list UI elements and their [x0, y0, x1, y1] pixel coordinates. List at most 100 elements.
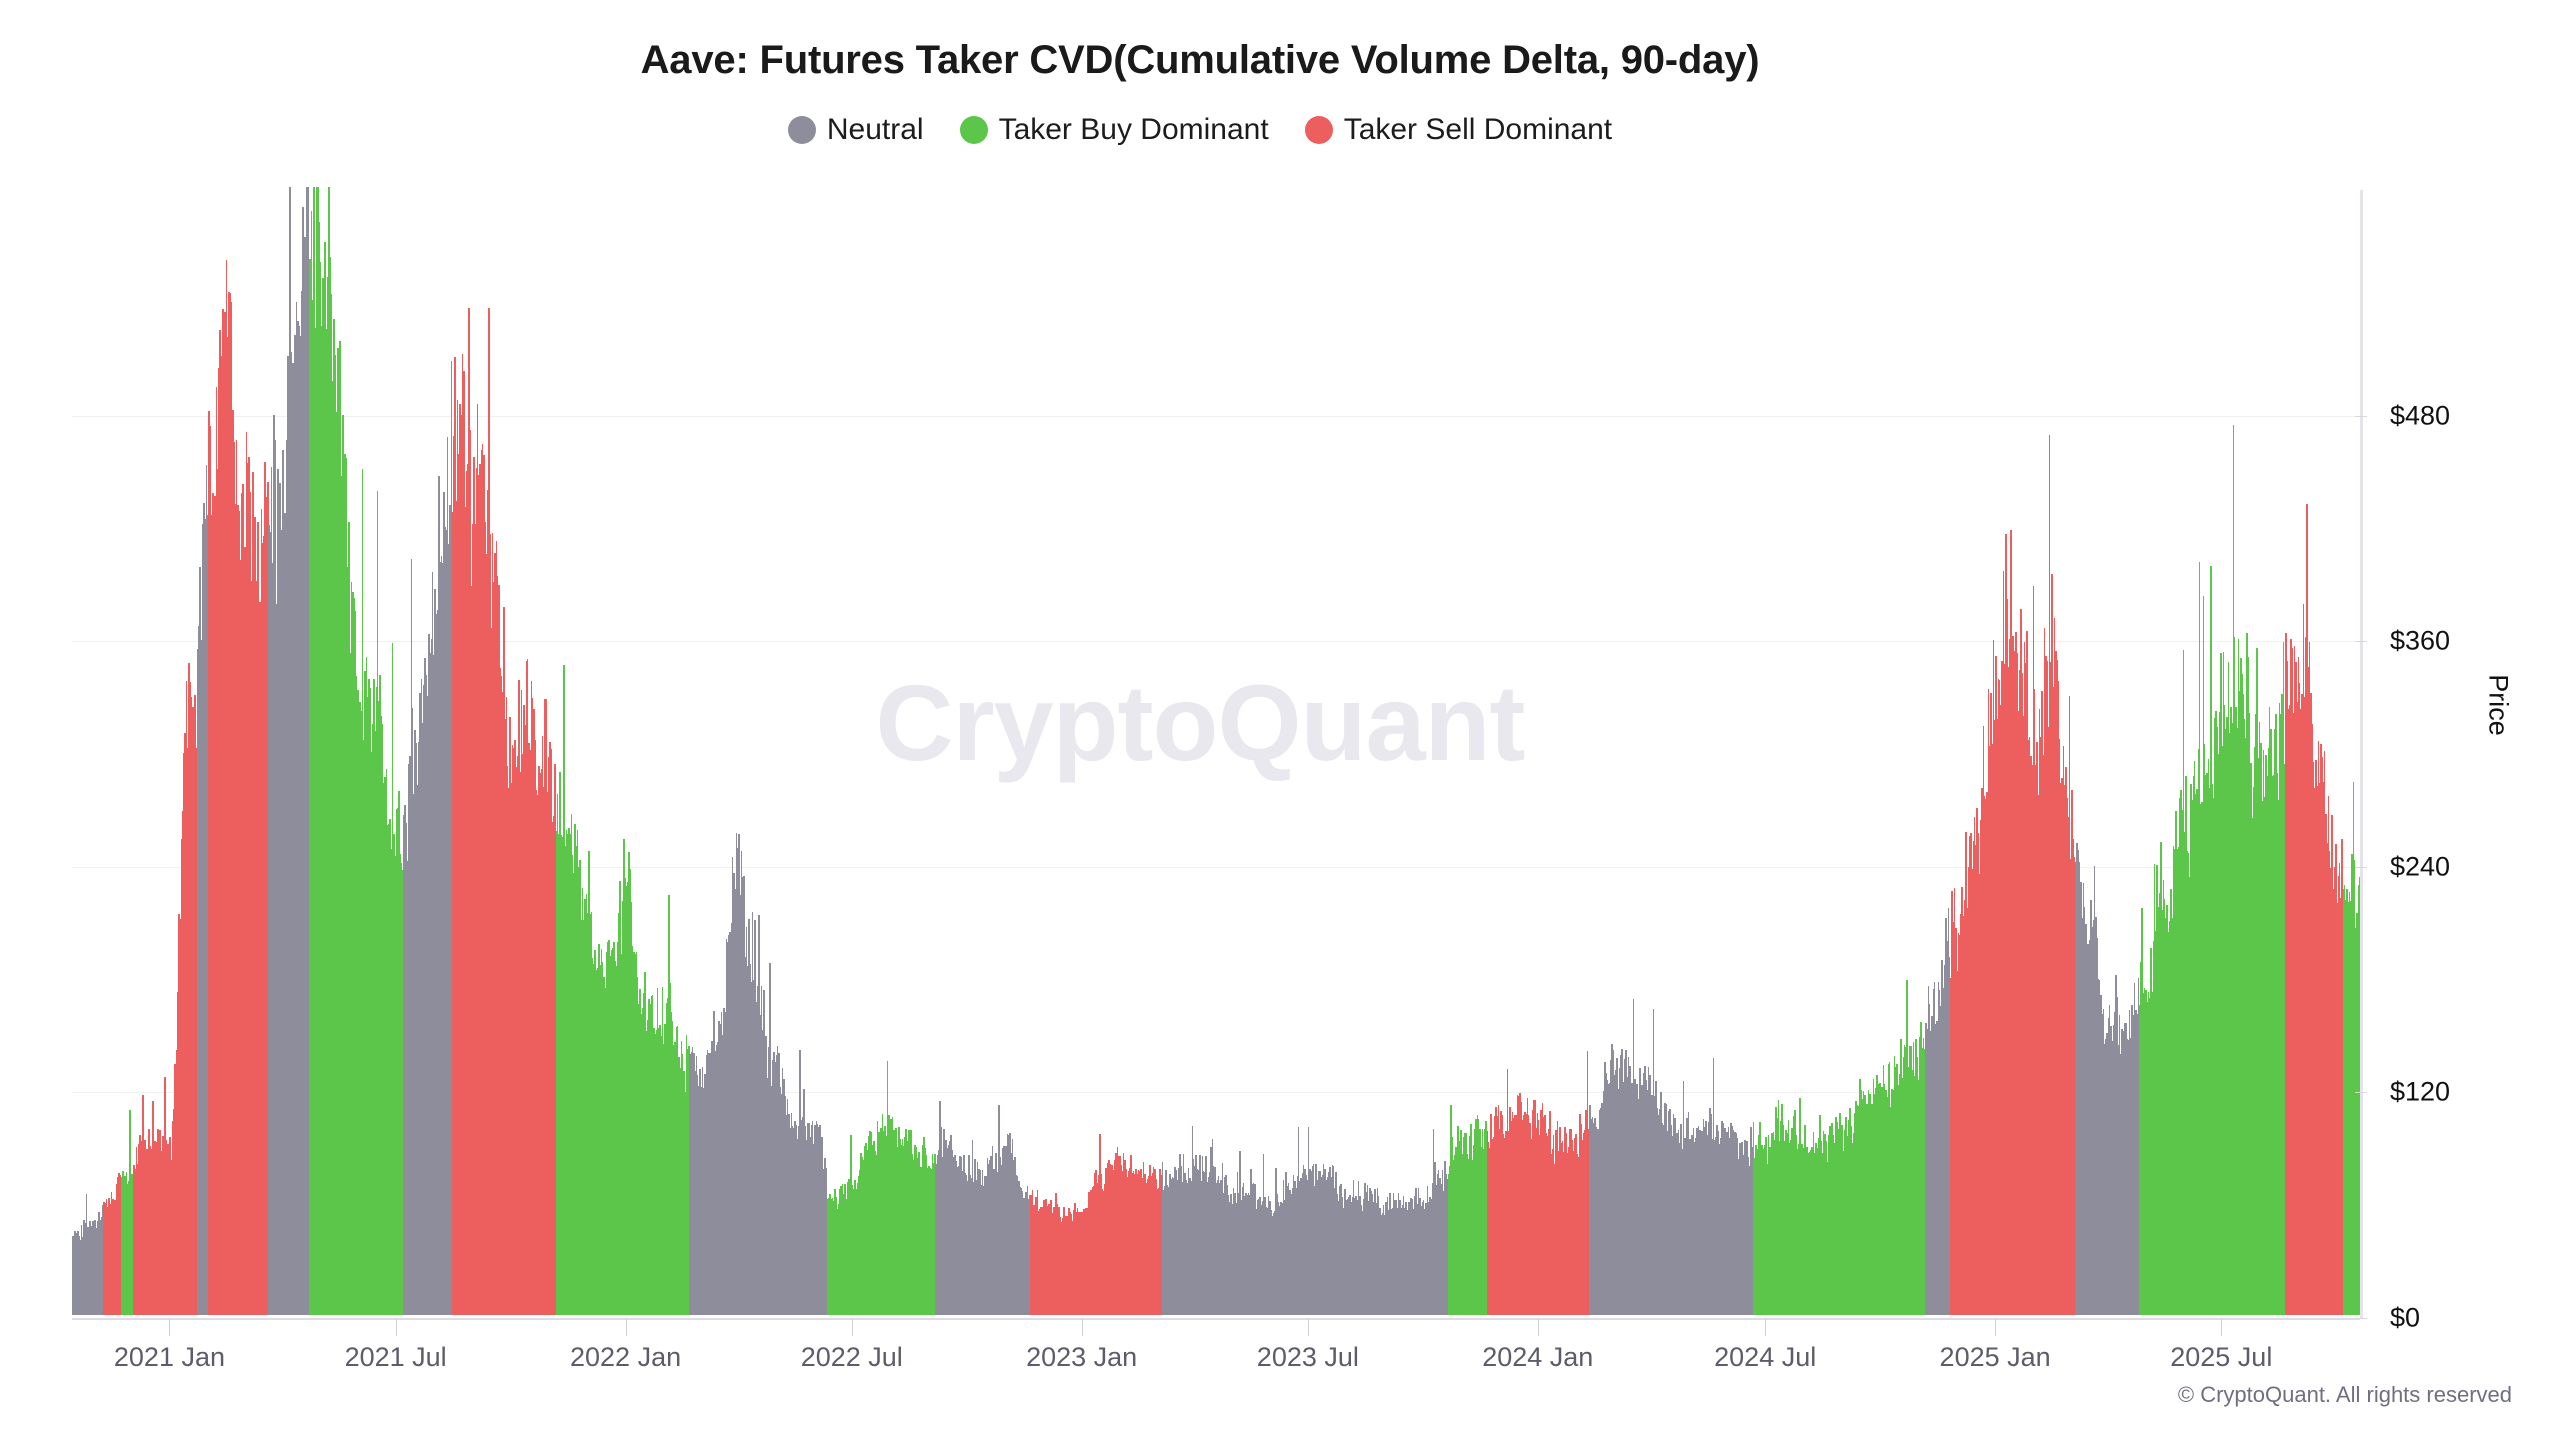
bar [1534, 1099, 1536, 1315]
bar [718, 1020, 720, 1315]
bar [620, 954, 623, 1315]
bar [2346, 889, 2348, 1315]
bar [89, 1221, 92, 1315]
bar [1776, 1118, 1779, 1315]
bar [235, 440, 238, 1315]
bar [921, 1145, 924, 1315]
bar [2095, 916, 2097, 1315]
bar [1144, 1173, 1146, 1315]
bar [603, 977, 605, 1315]
bar [1832, 1134, 1835, 1315]
bar [2213, 718, 2216, 1315]
bar [1421, 1201, 1424, 1315]
bar [1365, 1191, 1367, 1315]
bar [1510, 1121, 1512, 1315]
bar [1788, 1143, 1791, 1315]
bar [1613, 1074, 1616, 1315]
bar [264, 462, 267, 1315]
bar [1898, 1073, 1901, 1315]
bar [1770, 1155, 1772, 1315]
bar [1557, 1150, 1560, 1315]
legend-item-neutral[interactable]: Neutral [787, 115, 924, 145]
bar [2046, 660, 2048, 1315]
bar [967, 1154, 970, 1315]
bar [796, 1138, 799, 1315]
bar [1710, 1114, 1712, 1315]
bar [1511, 1111, 1514, 1315]
bar [1385, 1202, 1387, 1315]
bar [891, 1117, 894, 1315]
bar [2257, 757, 2260, 1315]
bar [719, 1023, 721, 1315]
bar [1190, 1181, 1192, 1315]
bar [191, 707, 194, 1315]
bar [2110, 1025, 2112, 1315]
bar [1455, 1146, 1457, 1315]
bar [281, 449, 284, 1315]
bar [816, 1123, 819, 1315]
bar [837, 1204, 840, 1315]
bar [496, 575, 499, 1315]
bar [251, 471, 254, 1315]
bar [1535, 1127, 1537, 1315]
bar [935, 1164, 938, 1315]
bar [989, 1160, 991, 1315]
bar [120, 1177, 123, 1315]
bar [1472, 1145, 1475, 1315]
bar [355, 676, 358, 1315]
bar [823, 1169, 825, 1315]
bar [1034, 1205, 1036, 1315]
bar [1551, 1148, 1554, 1315]
bar [1257, 1198, 1260, 1315]
bar [949, 1140, 951, 1315]
bar [1581, 1139, 1584, 1315]
bar [870, 1131, 873, 1315]
bar [1031, 1189, 1034, 1315]
bar [1301, 1172, 1304, 1315]
bar [1692, 1128, 1695, 1315]
bar [1020, 1187, 1023, 1315]
bar [696, 1075, 699, 1315]
bar [1499, 1129, 1501, 1315]
bar [1902, 1057, 1905, 1315]
bar [2298, 682, 2301, 1315]
bar [493, 581, 495, 1315]
bar [1319, 1170, 1321, 1315]
bar [810, 1125, 813, 1315]
x-tick-label: 2023 Jul [1256, 1342, 1359, 1372]
bar [2243, 719, 2246, 1315]
x-axis-spine [72, 1318, 2360, 1320]
bar [1012, 1159, 1015, 1315]
bar [661, 987, 664, 1315]
bar [460, 414, 463, 1315]
bar [1219, 1183, 1221, 1315]
bar [2255, 713, 2257, 1315]
bar [305, 187, 308, 1315]
bar [1489, 1148, 1491, 1315]
bar [1236, 1171, 1239, 1315]
bar [1064, 1220, 1066, 1315]
bar [574, 824, 576, 1315]
bar [942, 1128, 945, 1315]
bar [2282, 642, 2285, 1315]
bar [1145, 1182, 1147, 1315]
bar [614, 960, 616, 1315]
bar [2188, 877, 2191, 1315]
bar [1382, 1204, 1385, 1315]
bar [571, 854, 574, 1315]
bar [1658, 1108, 1661, 1315]
bar [784, 1095, 786, 1315]
bar [205, 465, 208, 1315]
bar [2215, 711, 2217, 1315]
bar [1773, 1139, 1776, 1315]
bar [2132, 1015, 2135, 1315]
bar [1943, 965, 1946, 1315]
bar [2038, 709, 2041, 1315]
bar [315, 187, 318, 1315]
bar [459, 403, 461, 1315]
bar [130, 1174, 133, 1315]
bar [1476, 1114, 1479, 1315]
legend-item-taker-sell-dominant[interactable]: Taker Sell Dominant [1304, 115, 1612, 145]
bar [1542, 1116, 1545, 1315]
legend-item-taker-buy-dominant[interactable]: Taker Buy Dominant [959, 115, 1269, 145]
